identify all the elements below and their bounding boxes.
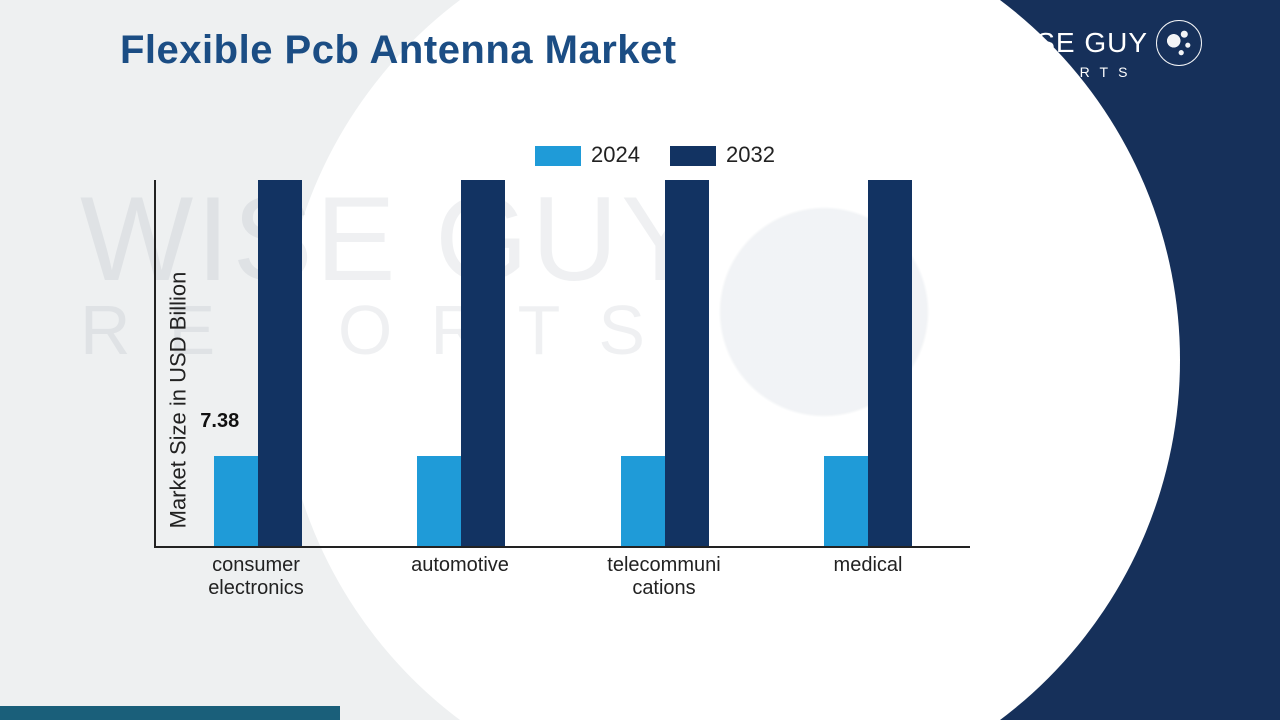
x-label: telecommunications — [604, 548, 724, 620]
bar-groups: 7.38 — [156, 180, 970, 546]
bar-2032 — [258, 180, 302, 546]
bar-2024 — [214, 456, 258, 546]
bar-2032 — [665, 180, 709, 546]
stage: Flexible Pcb Antenna Market WISE GUY REP… — [0, 0, 1280, 720]
legend-label-2032: 2032 — [726, 142, 775, 167]
x-label: medical — [808, 548, 928, 620]
logo-head-icon — [1156, 20, 1202, 66]
x-label: consumer electronics — [196, 548, 316, 620]
legend-label-2024: 2024 — [591, 142, 640, 167]
bar-group — [401, 180, 521, 546]
legend-swatch-2032 — [670, 146, 716, 166]
x-axis-labels: consumer electronics automotive telecommun… — [154, 548, 970, 620]
plot-area: 7.38 — [154, 180, 970, 548]
bar-group — [605, 180, 725, 546]
bar-2024 — [417, 456, 461, 546]
content: Flexible Pcb Antenna Market WISE GUY REP… — [0, 0, 1280, 720]
bar-2032 — [461, 180, 505, 546]
chart-area: Market Size in USD Billion 7.38 consumer… — [90, 180, 970, 620]
logo-text-line1: WISE GUY — [1000, 27, 1148, 59]
x-label: automotive — [400, 548, 520, 620]
logo-text-line2: REPORTS — [1000, 64, 1220, 80]
bar-2024 — [621, 456, 665, 546]
chart-title: Flexible Pcb Antenna Market — [120, 28, 677, 73]
bar-2032 — [868, 180, 912, 546]
bar-value-label: 7.38 — [200, 410, 239, 433]
brand-logo: WISE GUY REPORTS — [1000, 20, 1220, 80]
legend: 2024 2032 — [0, 142, 1280, 168]
legend-swatch-2024 — [535, 146, 581, 166]
bar-2024 — [824, 456, 868, 546]
bar-group — [808, 180, 928, 546]
bar-group: 7.38 — [198, 180, 318, 546]
footer-accent-bar — [0, 706, 340, 720]
